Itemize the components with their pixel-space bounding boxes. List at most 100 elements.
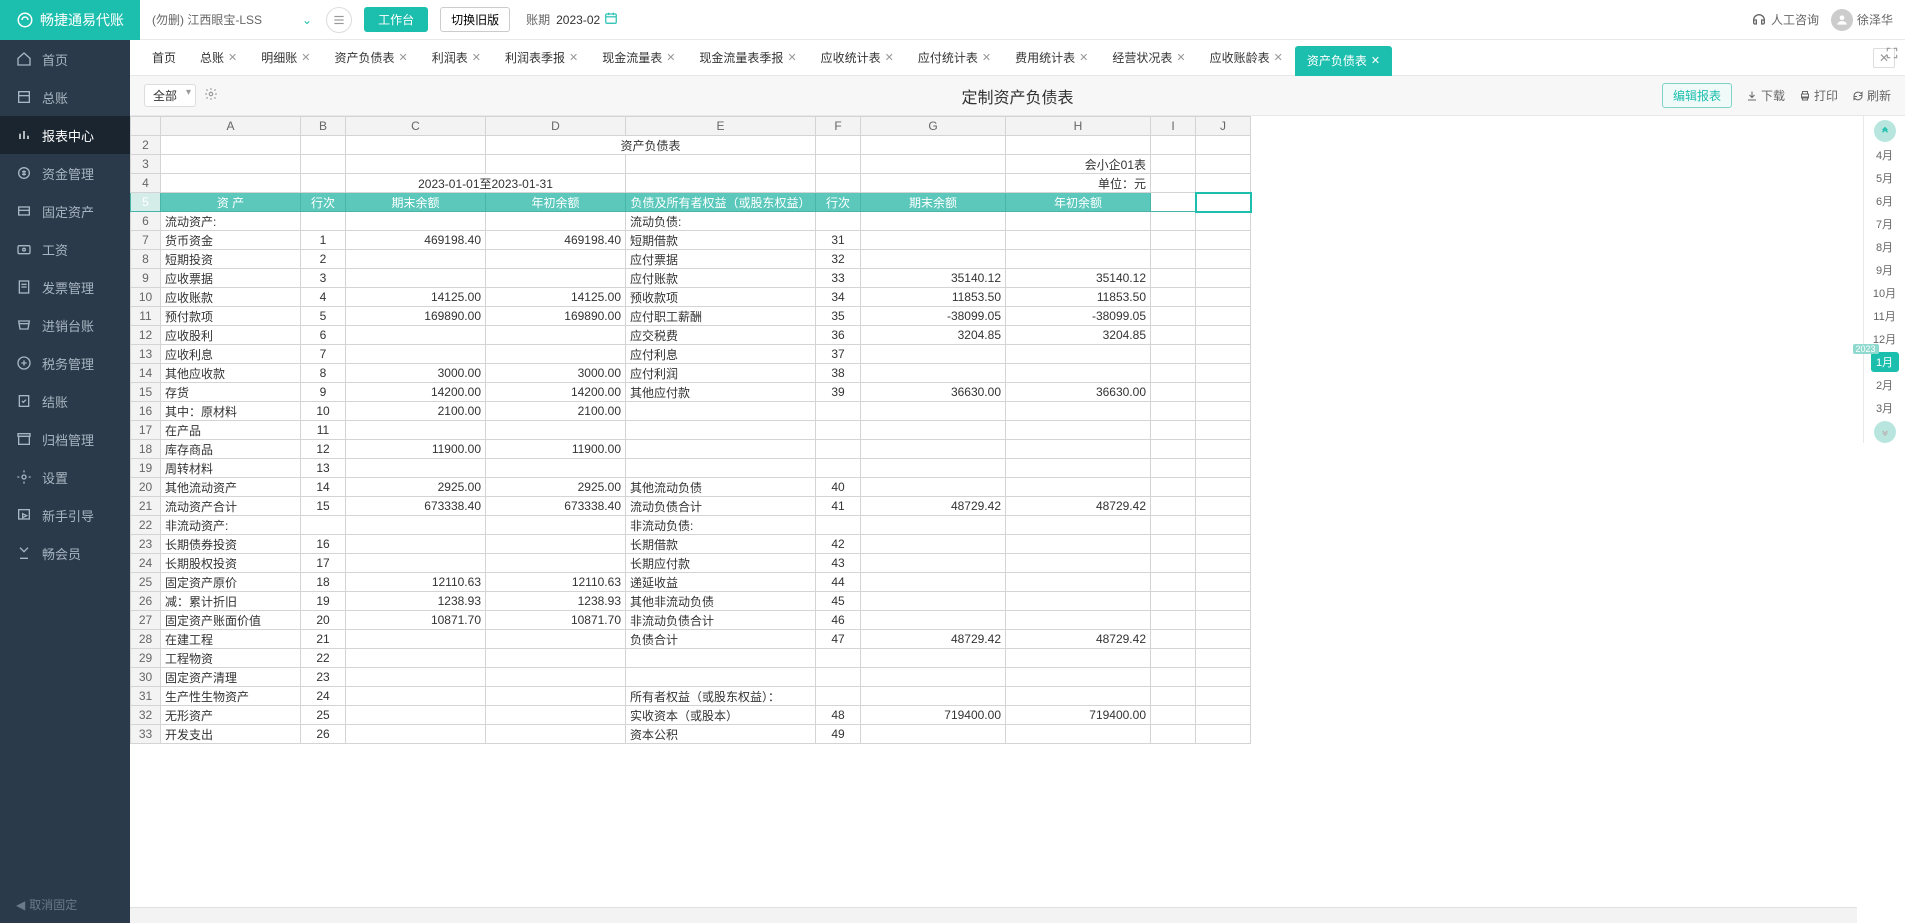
- cell[interactable]: 469198.40: [346, 231, 486, 250]
- cell[interactable]: 短期借款: [626, 231, 816, 250]
- row-header[interactable]: 21: [131, 497, 161, 516]
- scroll-up-icon[interactable]: [1874, 120, 1896, 142]
- cell[interactable]: 469198.40: [486, 231, 626, 250]
- cell[interactable]: [861, 649, 1006, 668]
- sidebar-item-purchase[interactable]: 进销台账: [0, 306, 130, 344]
- cell[interactable]: [816, 421, 861, 440]
- cell[interactable]: [1151, 687, 1196, 706]
- row-header[interactable]: 29: [131, 649, 161, 668]
- cell[interactable]: [816, 459, 861, 478]
- cell[interactable]: 719400.00: [1006, 706, 1151, 725]
- calendar-icon[interactable]: [604, 11, 618, 28]
- cell[interactable]: [1006, 231, 1151, 250]
- close-icon[interactable]: ✕: [228, 51, 237, 64]
- sidebar-item-fund[interactable]: 资金管理: [0, 154, 130, 192]
- tab-11[interactable]: 经营状况表✕: [1100, 40, 1197, 76]
- company-select[interactable]: (勿删) 江西眼宝-LSS ⌄: [152, 11, 312, 28]
- tab-6[interactable]: 现金流量表✕: [590, 40, 687, 76]
- cell[interactable]: 非流动负债合计: [626, 611, 816, 630]
- col-header-A[interactable]: A: [161, 117, 301, 136]
- sidebar-item-home[interactable]: 首页: [0, 40, 130, 78]
- cell[interactable]: [816, 402, 861, 421]
- consult-link[interactable]: 人工咨询: [1751, 11, 1819, 28]
- cell[interactable]: 2100.00: [486, 402, 626, 421]
- cell[interactable]: 短期投资: [161, 250, 301, 269]
- cell[interactable]: 2: [301, 250, 346, 269]
- cell[interactable]: [861, 231, 1006, 250]
- sidebar-item-tax[interactable]: 税务管理: [0, 344, 130, 382]
- cell[interactable]: [861, 402, 1006, 421]
- tab-10[interactable]: 费用统计表✕: [1003, 40, 1100, 76]
- sidebar-item-ledger[interactable]: 总账: [0, 78, 130, 116]
- cell[interactable]: [1006, 554, 1151, 573]
- cell[interactable]: [1006, 402, 1151, 421]
- cell[interactable]: [1006, 421, 1151, 440]
- cell[interactable]: [861, 250, 1006, 269]
- cell[interactable]: [816, 212, 861, 231]
- cell[interactable]: 14200.00: [346, 383, 486, 402]
- cell[interactable]: [1151, 478, 1196, 497]
- filter-settings-icon[interactable]: [204, 87, 218, 104]
- cell[interactable]: [346, 687, 486, 706]
- sidebar-item-invoice[interactable]: 发票管理: [0, 268, 130, 306]
- cell[interactable]: [1196, 307, 1251, 326]
- cell[interactable]: 45: [816, 592, 861, 611]
- cell[interactable]: 应付职工薪酬: [626, 307, 816, 326]
- cell[interactable]: 35140.12: [1006, 269, 1151, 288]
- cell[interactable]: [486, 687, 626, 706]
- cell[interactable]: [1196, 212, 1251, 231]
- cell[interactable]: 19: [301, 592, 346, 611]
- cell[interactable]: 46: [816, 611, 861, 630]
- cell[interactable]: [1006, 440, 1151, 459]
- cell[interactable]: 38: [816, 364, 861, 383]
- cell[interactable]: 生产性生物资产: [161, 687, 301, 706]
- cell[interactable]: 应付票据: [626, 250, 816, 269]
- month-6月[interactable]: 6月: [1871, 191, 1899, 211]
- cell[interactable]: [1151, 497, 1196, 516]
- cell[interactable]: 36630.00: [1006, 383, 1151, 402]
- row-header[interactable]: 15: [131, 383, 161, 402]
- cell[interactable]: 44: [816, 573, 861, 592]
- row-header[interactable]: 14: [131, 364, 161, 383]
- cell[interactable]: [1196, 250, 1251, 269]
- cell[interactable]: [1006, 592, 1151, 611]
- cell[interactable]: [346, 212, 486, 231]
- close-icon[interactable]: ✕: [569, 51, 578, 64]
- cell[interactable]: 非流动资产:: [161, 516, 301, 535]
- cell[interactable]: [861, 421, 1006, 440]
- cell[interactable]: [486, 421, 626, 440]
- close-icon[interactable]: ✕: [982, 51, 991, 64]
- tab-0[interactable]: 首页: [140, 40, 188, 76]
- cell[interactable]: 673338.40: [486, 497, 626, 516]
- cell[interactable]: 3204.85: [861, 326, 1006, 345]
- cell[interactable]: 其他流动负债: [626, 478, 816, 497]
- cell[interactable]: 其他流动资产: [161, 478, 301, 497]
- cell[interactable]: 32: [816, 250, 861, 269]
- cell[interactable]: [486, 516, 626, 535]
- cell[interactable]: 应收利息: [161, 345, 301, 364]
- row-header[interactable]: 28: [131, 630, 161, 649]
- cell[interactable]: [1196, 269, 1251, 288]
- cell[interactable]: [1151, 402, 1196, 421]
- cell[interactable]: [1151, 383, 1196, 402]
- cell[interactable]: [1196, 345, 1251, 364]
- cell[interactable]: 14: [301, 478, 346, 497]
- cell[interactable]: [1151, 326, 1196, 345]
- cell[interactable]: [1196, 706, 1251, 725]
- cell[interactable]: 48729.42: [861, 630, 1006, 649]
- cell[interactable]: [1006, 345, 1151, 364]
- cell[interactable]: 长期股权投资: [161, 554, 301, 573]
- cell[interactable]: [1196, 478, 1251, 497]
- col-header-H[interactable]: H: [1006, 117, 1151, 136]
- row-header[interactable]: 27: [131, 611, 161, 630]
- cell[interactable]: 1238.93: [486, 592, 626, 611]
- cell[interactable]: [1151, 307, 1196, 326]
- cell[interactable]: [346, 326, 486, 345]
- row-header[interactable]: 25: [131, 573, 161, 592]
- pin-toggle[interactable]: ◀取消固定: [16, 896, 77, 913]
- cell[interactable]: [1196, 573, 1251, 592]
- tab-4[interactable]: 利润表✕: [420, 40, 493, 76]
- cell[interactable]: [861, 535, 1006, 554]
- cell[interactable]: 26: [301, 725, 346, 744]
- cell[interactable]: 169890.00: [486, 307, 626, 326]
